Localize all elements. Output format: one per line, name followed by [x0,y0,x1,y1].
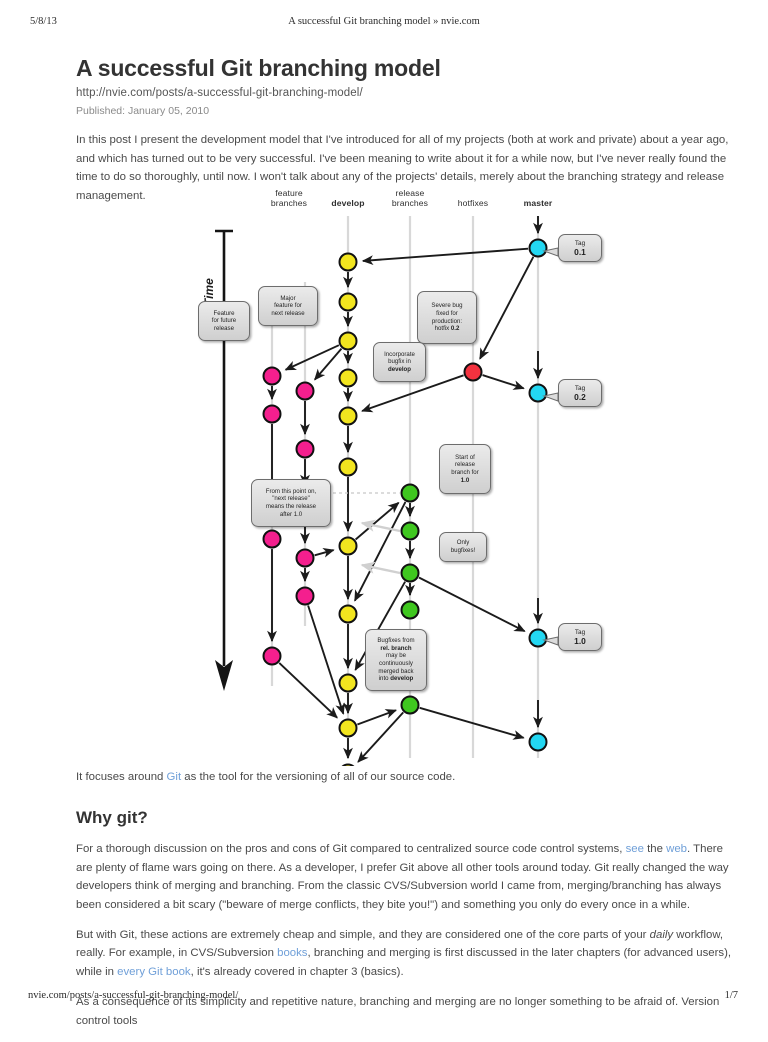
commit-node-master-0-2 [528,383,548,403]
every-git-book-link[interactable]: every Git book [117,965,191,978]
callout-bugfixes-merged-back: Bugfixes from rel. branch may be continuous… [365,629,427,691]
para3-a: But with Git, these actions are extremel… [76,929,650,942]
para3-b: workflow, really. For example, in CVS/Su… [76,929,724,960]
commit-node-release-4 [400,600,420,620]
tag-value: 0.1 [574,246,586,257]
commit-node-hotfix-node [463,362,483,382]
commit-node-featureA-3 [262,529,282,549]
tag-label: Tag [574,384,586,392]
footer-url: nvie.com/posts/a-successful-git-branchin… [28,990,239,1001]
post-published-date: Published: January 05, 2010 [76,105,210,118]
print-page-title: A successful Git branching model » nvie.… [288,16,480,27]
para3-d: , it's already covered in chapter 3 (bas… [190,965,404,978]
callout-severe-bug: Severe bug fixed for production: hotfix 0.2 [417,291,477,344]
commit-node-develop-7 [338,536,358,556]
footer-page-number: 1/7 [724,990,738,1001]
focus-suffix: as the tool for the versioning of all of… [181,771,456,783]
print-header: 5/8/13 A successful Git branching model … [0,16,768,30]
commit-node-release-3 [400,563,420,583]
article-continued: It focuses around Git as the tool for th… [76,768,736,1042]
para2-b: the [643,843,667,856]
para3-c: , branching and merging is first discuss… [76,947,732,978]
print-footer: nvie.com/posts/a-successful-git-branchin… [0,990,768,1004]
focus-prefix: It focuses around [76,771,167,783]
callout-tag-1-0: Tag 1.0 [558,623,602,651]
commit-node-featureB-1 [295,381,315,401]
section-heading-why-git: Why git? [76,808,148,828]
print-date: 5/8/13 [30,16,57,27]
commit-node-master-next [528,732,548,752]
see-link[interactable]: see [625,843,644,856]
callout-next-release-meaning: From this point on, "next release" means t… [251,479,331,527]
commit-node-release-2 [400,521,420,541]
page-title: A successful Git branching model [76,55,441,81]
tag-value: 1.0 [574,635,586,646]
commit-node-develop-9 [338,673,358,693]
commit-node-release-1 [400,483,420,503]
commit-node-featureB-5 [295,586,315,606]
tag-label: Tag [574,239,586,247]
paragraph-3: But with Git, these actions are extremel… [76,926,736,981]
commit-node-release-5 [400,695,420,715]
article: A successful Git branching model http://… [76,55,736,217]
commit-node-master-1-0 [528,628,548,648]
callout-tag-0-2: Tag 0.2 [558,379,602,407]
commit-node-featureA-2 [262,404,282,424]
para2-c: . There are plenty of flame wars going o… [76,843,729,911]
git-link[interactable]: Git [166,771,182,783]
commit-node-develop-8 [338,604,358,624]
column-header-develop: develop [331,198,365,208]
callout-start-release-1-0: Start of release branch for 1.0 [439,444,491,494]
commit-node-featureA-4 [262,646,282,666]
column-header-release-branches: release branches [391,188,429,208]
para2-a: For a thorough discussion on the pros an… [76,843,626,856]
callout-incorporate-bugfix: Incorporate bugfix in develop [373,342,426,382]
intro-paragraph: In this post I present the development m… [76,134,729,202]
column-header-hotfixes: hotfixes [457,198,489,208]
para3-emphasis: daily [649,929,674,942]
commit-node-develop-1 [338,252,358,272]
commit-node-develop-2 [338,292,358,312]
books-link[interactable]: books [277,947,308,960]
commit-node-develop-3 [338,331,358,351]
callout-major-feature: Major feature for next release [258,286,318,326]
commit-node-master-0-1 [528,238,548,258]
callout-feature-future: Feature for future release [198,301,250,341]
callout-tag-0-1: Tag 0.1 [558,234,602,262]
commit-node-develop-4 [338,368,358,388]
callout-only-bugfixes: Only bugfixes! [439,532,487,562]
tag-value: 0.2 [574,391,586,402]
commit-node-featureB-4 [295,548,315,568]
commit-node-develop-5 [338,406,358,426]
focus-paragraph: It focuses around Git as the tool for th… [76,768,736,786]
commit-node-featureA-1 [262,366,282,386]
column-header-feature-branches: feature branches [270,188,308,208]
web-link[interactable]: web [666,843,688,856]
column-header-master: master [523,198,553,208]
paragraph-2: For a thorough discussion on the pros an… [76,840,736,914]
commit-node-featureB-2 [295,439,315,459]
tag-label: Tag [574,628,586,636]
commit-node-develop-10 [338,718,358,738]
git-branching-diagram: Time feature branches develop release branch… [190,186,610,766]
post-url: http://nvie.com/posts/a-successful-git-b… [76,87,363,100]
commit-node-develop-6 [338,457,358,477]
